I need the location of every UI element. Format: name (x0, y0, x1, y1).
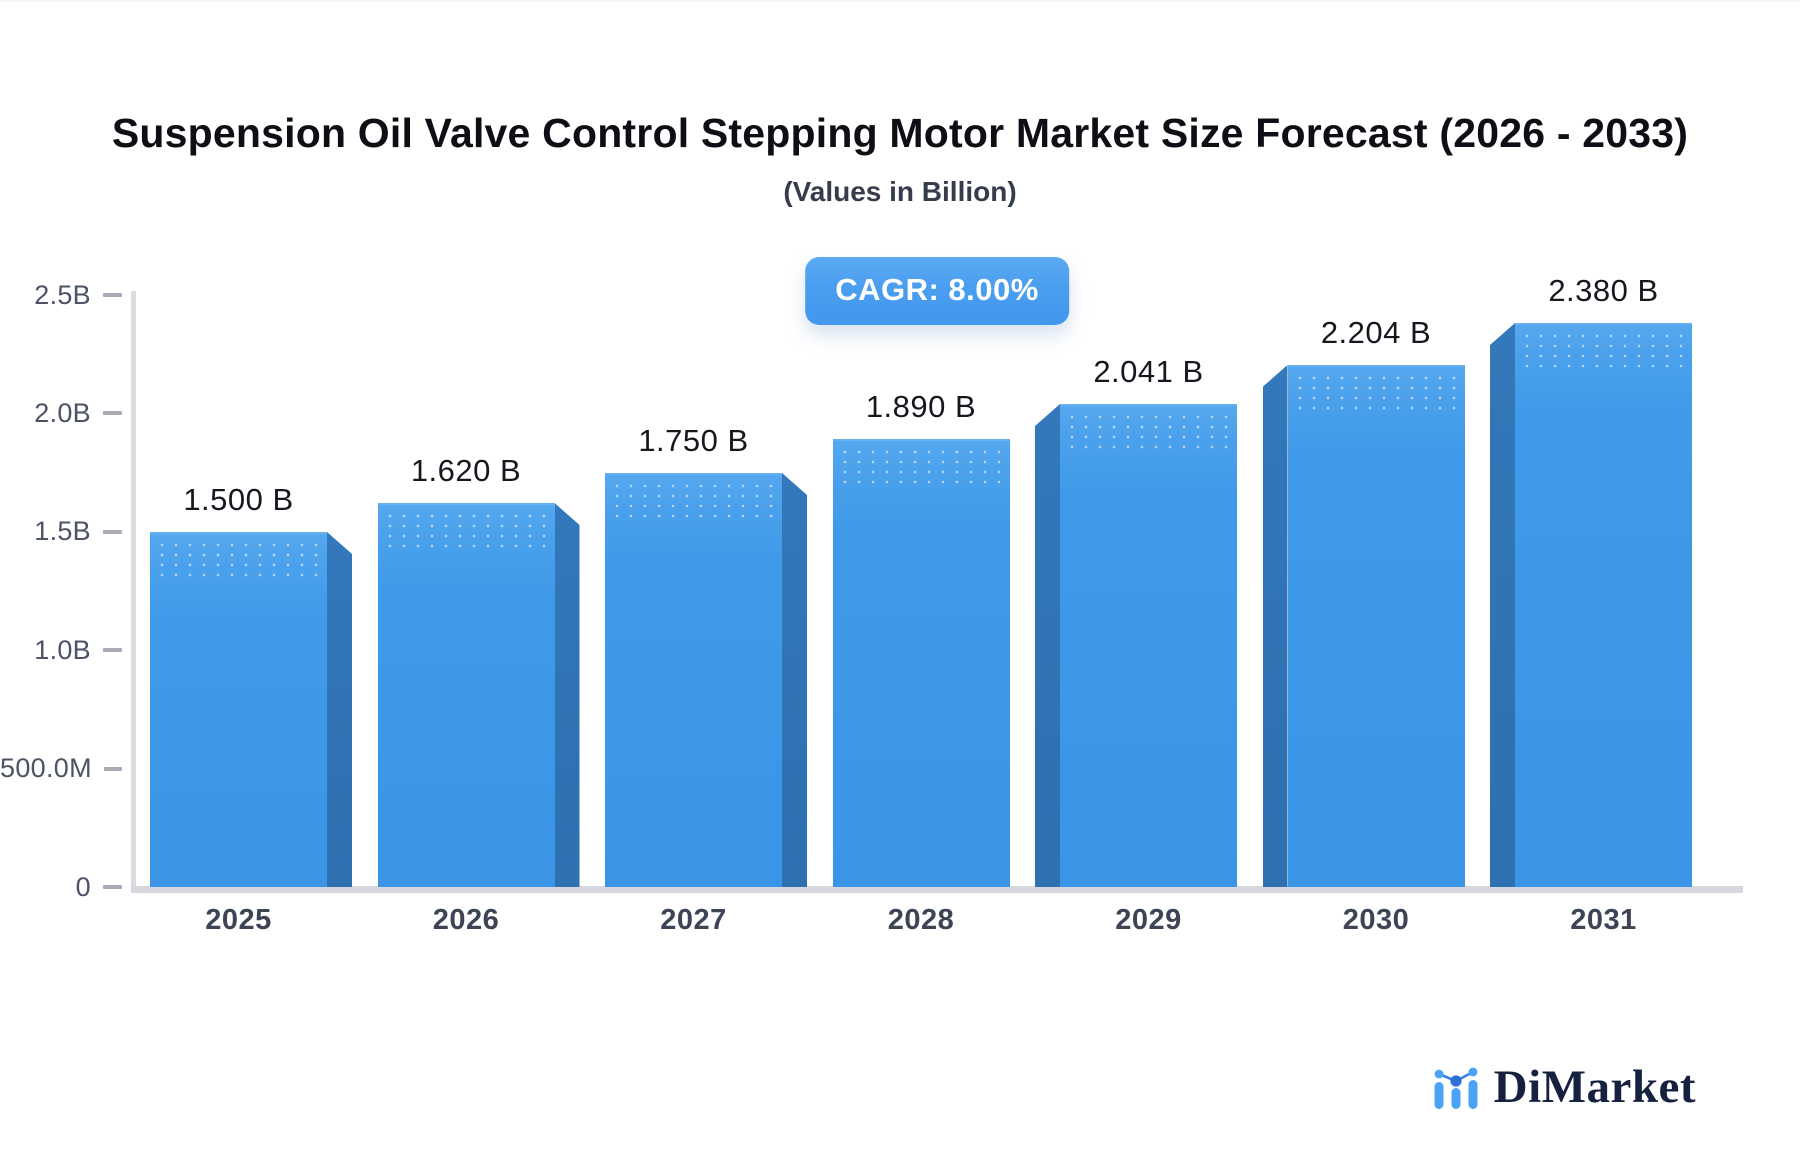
bar-3d-side (1262, 365, 1288, 887)
y-axis-tick-mark (103, 529, 122, 534)
bar-value-label: 1.620 B (410, 453, 522, 488)
y-axis-line (131, 291, 136, 889)
y-axis-tick: 1.5B (0, 516, 131, 547)
bar-2027 (605, 473, 782, 887)
y-axis-tick: 2.0B (0, 398, 131, 428)
chart-title: Suspension Oil Valve Control Stepping Mo… (111, 110, 1689, 156)
bar-value-label: 2.204 B (1320, 315, 1432, 350)
cagr-badge-label: CAGR: 8.00% (835, 272, 1039, 307)
cagr-badge: CAGR: 8.00% (805, 257, 1069, 325)
bar-value-label: 1.890 B (865, 389, 977, 424)
chart-subtitle: (Values in Billion) (783, 176, 1017, 207)
dimarket-logo-text: DiMarket (1493, 1061, 1696, 1113)
y-axis-tick-label: 1.5B (34, 516, 91, 547)
y-axis-tick: 2.5B (0, 280, 131, 310)
bar-3d-side (554, 503, 580, 887)
y-axis-tick-mark (103, 648, 122, 653)
x-axis-category-label: 2026 (432, 904, 500, 936)
y-axis-tick: 0 (0, 872, 131, 902)
x-axis-baseline (131, 886, 1743, 893)
bar-3d-side (1035, 404, 1060, 887)
bar-3d-side (782, 473, 807, 887)
x-axis-category-label: 2028 (887, 904, 955, 936)
y-axis-tick-label: 1.0B (34, 634, 91, 665)
bar-value-label: 2.041 B (1093, 354, 1204, 389)
y-axis-tick-mark (103, 293, 122, 297)
bar-value-label: 1.500 B (183, 482, 294, 517)
bar-2028 (832, 439, 1010, 887)
bar-chart-logo-icon (1434, 1067, 1478, 1109)
y-axis-tick-label: 2.0B (34, 397, 91, 428)
bar-value-label: 2.380 B (1548, 273, 1659, 308)
x-axis-category-label: 2027 (660, 904, 727, 936)
y-axis-tick-mark (103, 885, 122, 889)
x-axis-category-label: 2030 (1342, 904, 1410, 936)
y-axis-tick: 1.0B (0, 635, 131, 665)
y-axis-tick: 500.0M (0, 753, 131, 784)
bar-3d-side (1490, 323, 1515, 887)
y-axis-tick-label: 500.0M (0, 753, 92, 784)
x-axis-category-label: 2025 (205, 904, 272, 936)
x-axis-category-label: 2031 (1570, 904, 1637, 936)
bar-3d-side (327, 532, 352, 887)
y-axis-tick-mark (103, 766, 122, 771)
bar-value-label: 1.750 B (638, 423, 749, 458)
bar-2031 (1515, 323, 1692, 887)
y-axis-tick-mark (103, 411, 122, 416)
x-axis-category-label: 2029 (1115, 904, 1182, 936)
y-axis: 0 500.0M 1.0B 1.5B 2.0B 2.5B (0, 280, 131, 902)
bar-2030 (1287, 365, 1465, 887)
bar-2029 (1060, 404, 1237, 887)
bar-2026 (377, 503, 555, 887)
dimarket-logo: DiMarket (1430, 1060, 1696, 1114)
y-axis-tick-label: 0 (75, 871, 91, 902)
y-axis-tick-label: 2.5B (34, 279, 91, 310)
plot-area: 1.500 B 2025 1.620 B 2026 1.750 B 2027 1.890 B… (131, 273, 1743, 936)
bar-2025 (150, 532, 327, 887)
